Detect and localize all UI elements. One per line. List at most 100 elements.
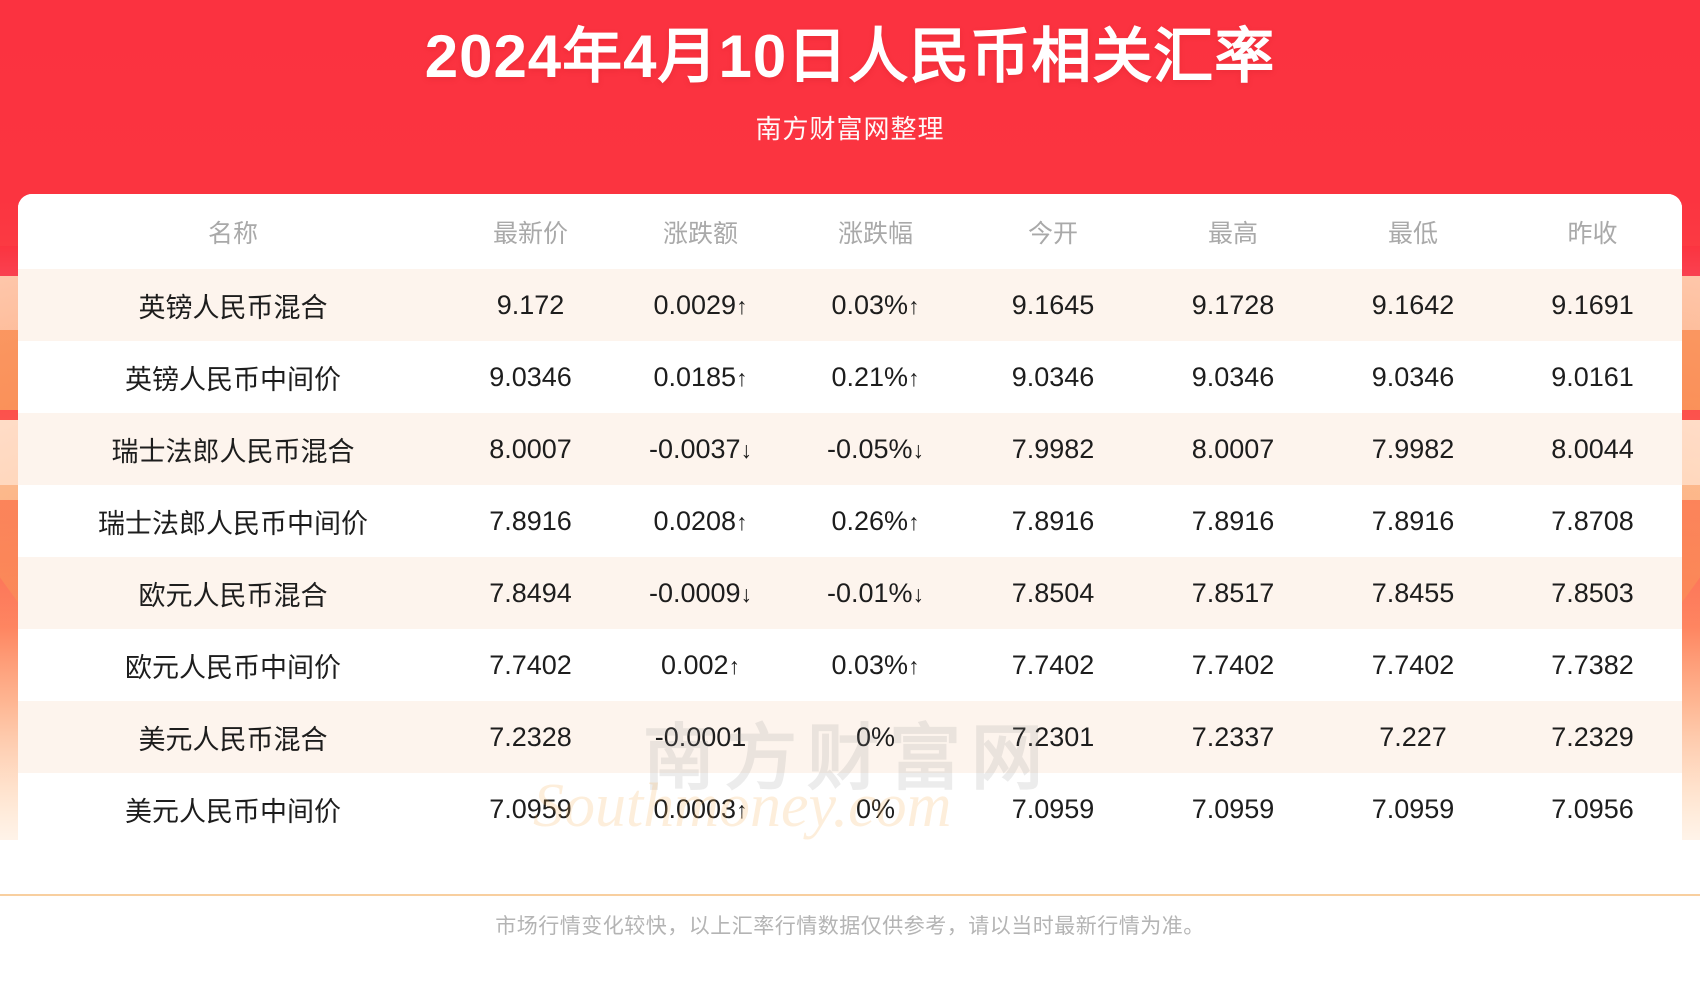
cell-low: 9.0346 [1323,341,1503,413]
cell-pct: 0.21%↑ [788,341,963,413]
cell-open: 7.9982 [963,413,1143,485]
col-header-high: 最高 [1143,194,1323,269]
table-row: 瑞士法郎人民币混合 8.0007 -0.0037↓ -0.05%↓ 7.9982 8.00… [18,413,1682,485]
cell-change: 0.0003↑ [613,773,788,845]
cell-name: 英镑人民币中间价 [18,341,448,413]
cell-pct: -0.05%↓ [788,413,963,485]
cell-high: 7.8916 [1143,485,1323,557]
cell-low: 7.8455 [1323,557,1503,629]
arrow-up-icon: ↑ [908,364,920,391]
cell-last: 7.8494 [448,557,613,629]
arrow-up-icon: ↑ [908,652,920,679]
col-header-open: 今开 [963,194,1143,269]
cell-change: -0.0001 [613,701,788,773]
cell-open: 7.7402 [963,629,1143,701]
cell-name: 欧元人民币混合 [18,557,448,629]
cell-high: 8.0007 [1143,413,1323,485]
cell-last: 7.8916 [448,485,613,557]
cell-last: 9.172 [448,269,613,341]
cell-change: 0.0208↑ [613,485,788,557]
table-row: 英镑人民币混合 9.172 0.0029↑ 0.03%↑ 9.1645 9.1728 9.1… [18,269,1682,341]
table-row: 欧元人民币中间价 7.7402 0.002↑ 0.03%↑ 7.7402 7.7402 7.… [18,629,1682,701]
cell-prev: 7.8503 [1503,557,1682,629]
title-block: 2024年4月10日人民币相关汇率 南方财富网整理 [0,0,1700,146]
cell-prev: 7.7382 [1503,629,1682,701]
cell-open: 9.0346 [963,341,1143,413]
table-row: 欧元人民币混合 7.8494 -0.0009↓ -0.01%↓ 7.8504 7.8517… [18,557,1682,629]
arrow-down-icon: ↓ [912,580,925,607]
arrow-up-icon: ↑ [736,508,748,535]
table-row: 瑞士法郎人民币中间价 7.8916 0.0208↑ 0.26%↑ 7.8916 7.891… [18,485,1682,557]
arrow-down-icon: ↓ [912,436,925,463]
table-body: 英镑人民币混合 9.172 0.0029↑ 0.03%↑ 9.1645 9.1728 9.1… [18,269,1682,845]
cell-pct: -0.01%↓ [788,557,963,629]
cell-open: 7.8916 [963,485,1143,557]
cell-change: -0.0037↓ [613,413,788,485]
cell-pct: 0% [788,773,963,845]
col-header-percent: 涨跌幅 [788,194,963,269]
cell-low: 7.8916 [1323,485,1503,557]
cell-high: 7.0959 [1143,773,1323,845]
page-subtitle: 南方财富网整理 [755,113,945,144]
col-header-last: 最新价 [448,194,613,269]
cell-low: 7.227 [1323,701,1503,773]
cell-pct: 0.26%↑ [788,485,963,557]
col-header-prevclose: 昨收 [1503,194,1682,269]
cell-open: 7.8504 [963,557,1143,629]
table-row: 英镑人民币中间价 9.0346 0.0185↑ 0.21%↑ 9.0346 9.0346 9… [18,341,1682,413]
exchange-rates-table: 名称 最新价 涨跌额 涨跌幅 今开 最高 最低 昨收 英镑人民币混合 9.172 0… [18,194,1682,845]
cell-high: 7.2337 [1143,701,1323,773]
cell-pct: 0.03%↑ [788,269,963,341]
col-header-low: 最低 [1323,194,1503,269]
cell-open: 7.0959 [963,773,1143,845]
cell-change: 0.0029↑ [613,269,788,341]
cell-last: 9.0346 [448,341,613,413]
cell-last: 8.0007 [448,413,613,485]
cell-name: 美元人民币中间价 [18,773,448,845]
table-header-row: 名称 最新价 涨跌额 涨跌幅 今开 最高 最低 昨收 [18,194,1682,269]
cell-name: 美元人民币混合 [18,701,448,773]
cell-change: 0.0185↑ [613,341,788,413]
cell-open: 9.1645 [963,269,1143,341]
arrow-down-icon: ↓ [740,436,753,463]
cell-open: 7.2301 [963,701,1143,773]
arrow-up-icon: ↑ [736,364,748,391]
cell-last: 7.0959 [448,773,613,845]
rates-table-panel: 南方财富网 Southmoney.com 名称 最新价 涨跌额 涨跌幅 今开 最… [18,194,1682,845]
cell-high: 7.8517 [1143,557,1323,629]
footer-divider [0,894,1700,896]
cell-last: 7.2328 [448,701,613,773]
cell-name: 欧元人民币中间价 [18,629,448,701]
cell-name: 瑞士法郎人民币中间价 [18,485,448,557]
table-row: 美元人民币中间价 7.0959 0.0003↑ 0% 7.0959 7.0959 7.095… [18,773,1682,845]
arrow-up-icon: ↑ [908,508,920,535]
col-header-name: 名称 [18,194,448,269]
page-title: 2024年4月10日人民币相关汇率 [424,23,1276,90]
arrow-up-icon: ↑ [736,796,748,823]
cell-prev: 7.8708 [1503,485,1682,557]
panel-bottom-mask [0,840,1700,896]
cell-low: 7.9982 [1323,413,1503,485]
cell-prev: 9.0161 [1503,341,1682,413]
cell-high: 7.7402 [1143,629,1323,701]
arrow-up-icon: ↑ [728,652,741,679]
cell-name: 英镑人民币混合 [18,269,448,341]
cell-change: -0.0009↓ [613,557,788,629]
cell-high: 9.1728 [1143,269,1323,341]
cell-low: 7.7402 [1323,629,1503,701]
cell-prev: 7.2329 [1503,701,1682,773]
cell-change: 0.002↑ [613,629,788,701]
cell-prev: 8.0044 [1503,413,1682,485]
table-row: 美元人民币混合 7.2328 -0.0001 0% 7.2301 7.2337 7.227 7… [18,701,1682,773]
cell-prev: 9.1691 [1503,269,1682,341]
arrow-down-icon: ↓ [740,580,753,607]
cell-name: 瑞士法郎人民币混合 [18,413,448,485]
cell-pct: 0% [788,701,963,773]
footer-disclaimer: 市场行情变化较快，以上汇率行情数据仅供参考，请以当时最新行情为准。 [495,915,1205,938]
col-header-change: 涨跌额 [613,194,788,269]
arrow-up-icon: ↑ [736,292,748,319]
cell-prev: 7.0956 [1503,773,1682,845]
cell-pct: 0.03%↑ [788,629,963,701]
arrow-up-icon: ↑ [908,292,920,319]
